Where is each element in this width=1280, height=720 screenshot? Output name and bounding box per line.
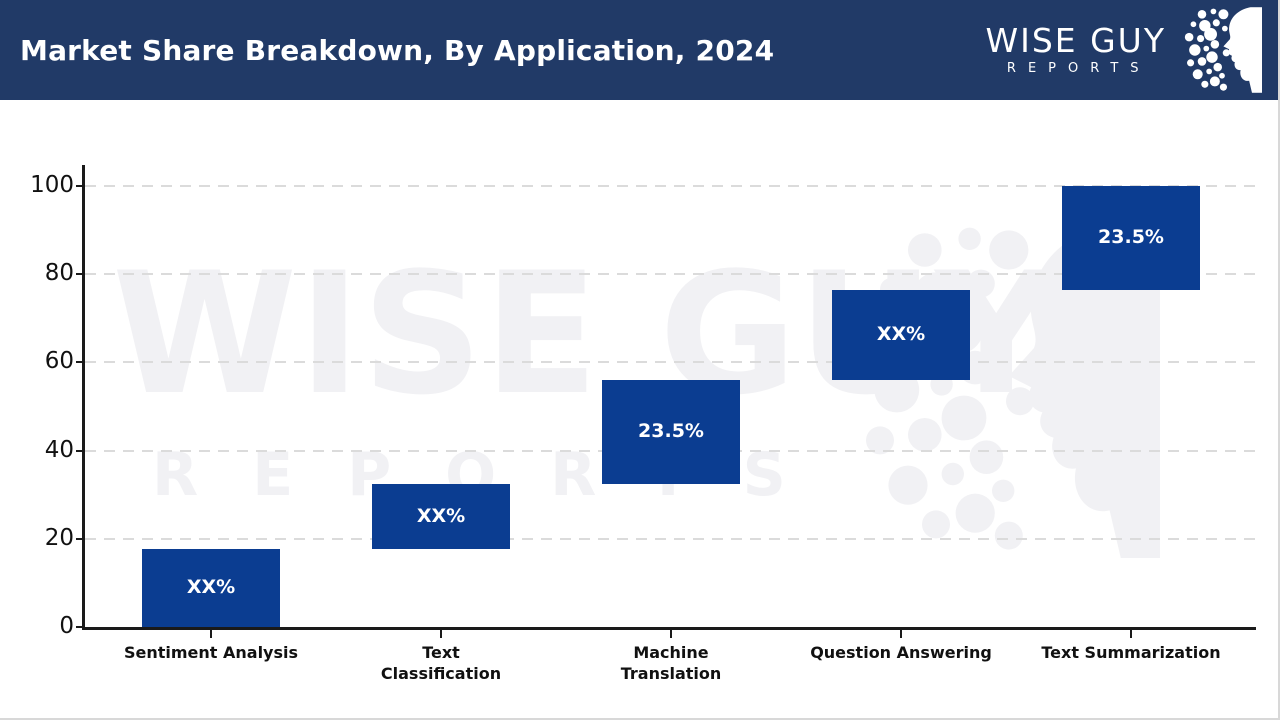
y-tick-label: 80 <box>44 260 74 287</box>
market-share-chart: WISE GUY REPORTS 0 20 40 60 80 100 XX% Sentimen… <box>0 100 1278 718</box>
logo-wordmark: WISE GUY <box>985 21 1166 60</box>
wiseguy-logo: WISE GUY REPORTS <box>985 7 1262 93</box>
x-axis-label: Text Classification <box>325 642 557 684</box>
logo-subtext: REPORTS <box>1006 61 1151 76</box>
report-header: Market Share Breakdown, By Application, … <box>0 0 1278 100</box>
y-tick <box>76 361 85 364</box>
bar: XX% <box>832 289 970 381</box>
x-tick <box>440 630 442 638</box>
bar-value-label: XX% <box>186 576 236 599</box>
wiseguy-head-icon <box>1162 7 1262 93</box>
bar-value-label: 23.5% <box>1098 225 1164 248</box>
y-tick <box>76 449 85 452</box>
y-tick <box>76 537 85 540</box>
bar: XX% <box>372 484 510 550</box>
x-axis-label-line: Machine <box>633 643 709 662</box>
bar-value-label: 23.5% <box>638 420 704 443</box>
y-tick-label: 60 <box>44 348 74 375</box>
x-axis-label-line: Classification <box>380 664 502 684</box>
y-tick-label: 0 <box>59 613 74 639</box>
bar-value-label: XX% <box>416 504 466 527</box>
x-axis-label-line: Question Answering <box>810 643 992 662</box>
bar: 23.5% <box>1062 186 1200 290</box>
x-tick <box>1130 630 1132 638</box>
y-tick <box>76 626 85 628</box>
x-axis-label: Sentiment Analysis <box>95 642 327 663</box>
logo-text: WISE GUY REPORTS <box>985 24 1166 76</box>
y-tick <box>76 185 85 187</box>
x-tick <box>900 630 902 638</box>
x-tick <box>210 630 212 638</box>
gridline <box>85 537 1256 540</box>
gridline <box>85 361 1256 364</box>
y-axis <box>82 165 85 630</box>
x-axis-label-line: Text <box>422 643 460 662</box>
y-tick-label: 20 <box>44 524 74 551</box>
x-axis-label: Question Answering <box>785 642 1017 663</box>
x-axis-label: Machine Translation <box>555 642 787 684</box>
bar-value-label: XX% <box>876 323 926 346</box>
x-axis-label-line: Sentiment Analysis <box>123 643 299 662</box>
x-axis-label: Text Summarization <box>1015 642 1247 663</box>
bar: XX% <box>142 549 280 627</box>
y-tick-label: 40 <box>44 436 74 463</box>
x-tick <box>670 630 672 638</box>
y-tick <box>76 273 85 276</box>
x-axis <box>82 627 1256 630</box>
page-title: Market Share Breakdown, By Application, … <box>20 33 775 67</box>
x-axis-label-line: Translation <box>620 664 722 684</box>
bar: 23.5% <box>602 380 740 485</box>
y-tick-label: 100 <box>30 172 74 198</box>
plot-area: 0 20 40 60 80 100 XX% Sentiment Analysis XX% Text… <box>0 100 1278 718</box>
x-axis-label-line: Text Summarization <box>1041 643 1221 662</box>
gridline <box>85 185 1256 187</box>
gridline <box>85 273 1256 276</box>
